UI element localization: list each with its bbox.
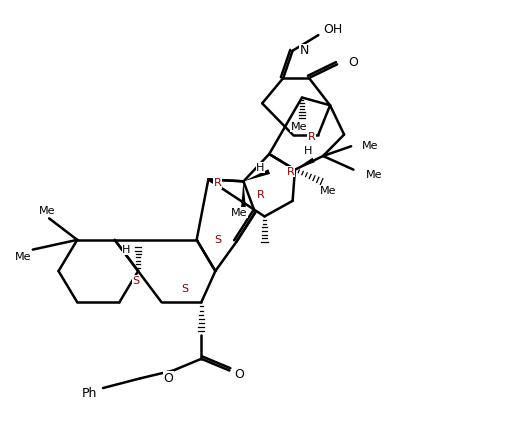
Text: R: R (307, 132, 315, 142)
Text: OH: OH (323, 23, 342, 36)
Text: N: N (300, 44, 309, 57)
Text: O: O (349, 56, 358, 69)
Text: Ph: Ph (81, 387, 97, 400)
Text: S: S (214, 235, 221, 245)
Text: Me: Me (15, 252, 31, 263)
Text: H: H (122, 245, 131, 254)
Text: Me: Me (39, 205, 55, 216)
Text: H: H (256, 163, 265, 173)
Text: S: S (132, 276, 140, 286)
Text: Me: Me (366, 170, 383, 181)
Text: R: R (214, 178, 221, 188)
Text: R: R (257, 190, 265, 200)
Polygon shape (295, 158, 315, 169)
Text: Me: Me (319, 186, 336, 196)
Polygon shape (244, 169, 270, 181)
Text: O: O (164, 372, 174, 385)
Text: O: O (234, 368, 244, 381)
Text: Me: Me (362, 141, 378, 151)
Text: Me: Me (290, 122, 307, 132)
Text: S: S (181, 284, 188, 293)
Polygon shape (241, 181, 246, 208)
Text: R: R (286, 166, 294, 177)
Text: Me: Me (231, 208, 247, 218)
Text: H: H (303, 146, 312, 156)
